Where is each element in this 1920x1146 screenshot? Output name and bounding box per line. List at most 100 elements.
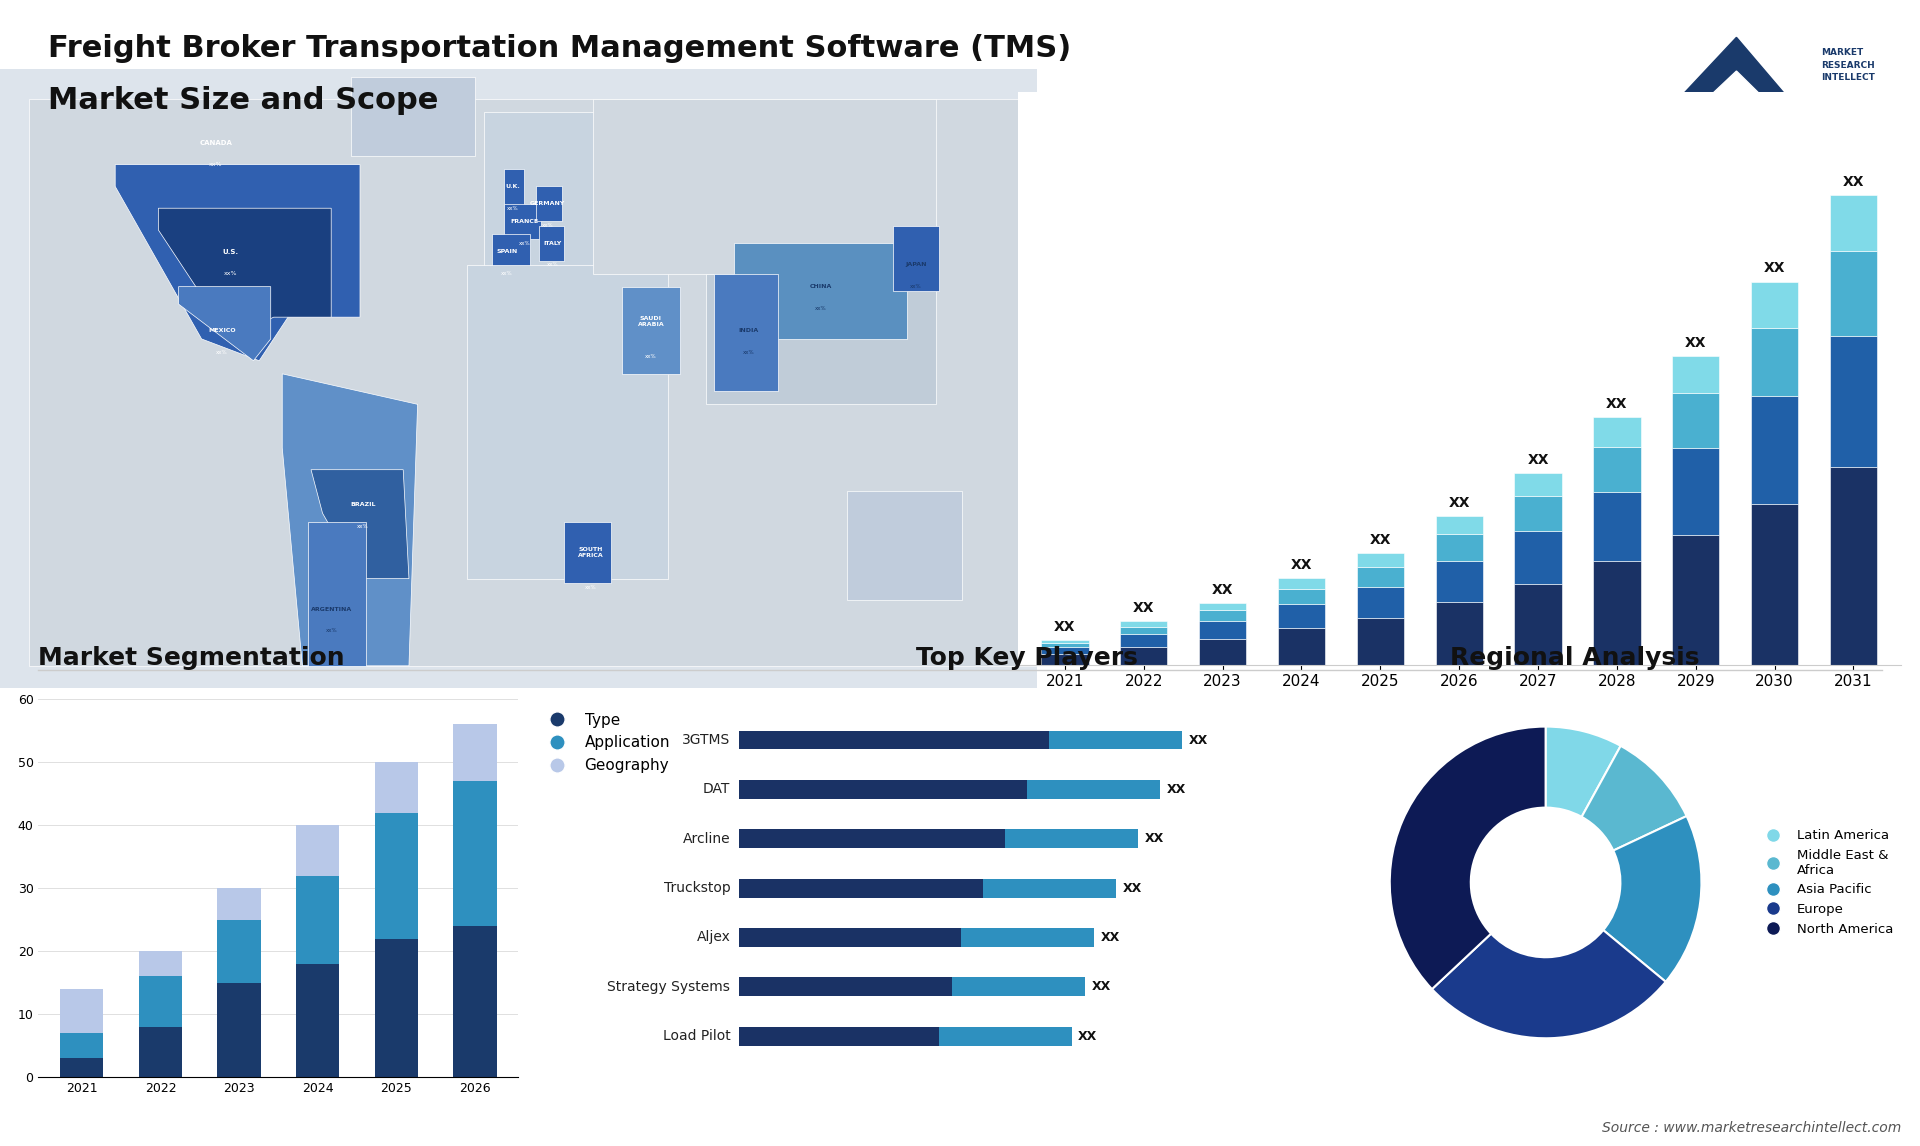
Bar [138,976,182,1027]
Bar [1041,654,1089,665]
Text: xx%: xx% [223,272,238,276]
Polygon shape [1653,38,1811,125]
Text: U.K.: U.K. [505,183,520,189]
Polygon shape [564,521,611,583]
Bar [939,1027,1071,1045]
Text: XX: XX [1091,980,1110,994]
Text: xx%: xx% [507,206,518,211]
Bar [739,731,1050,749]
Text: CHINA: CHINA [810,284,831,289]
Text: XX: XX [1843,175,1864,189]
Bar [960,928,1094,947]
Text: xx%: xx% [501,272,513,276]
Bar [1357,618,1404,665]
Bar [1830,251,1878,336]
Polygon shape [157,209,332,339]
Text: Market Segmentation: Market Segmentation [38,646,346,670]
Polygon shape [0,69,1037,688]
Bar [1751,504,1799,665]
Bar [1672,448,1720,535]
Bar [1279,579,1325,589]
Bar [374,762,419,813]
Bar [60,1034,104,1059]
Text: Top Key Players: Top Key Players [916,646,1139,670]
Bar [1119,635,1167,646]
Bar [1198,611,1246,621]
Polygon shape [847,492,962,601]
Bar [1041,639,1089,643]
Polygon shape [893,226,939,291]
Bar [1119,646,1167,665]
Text: Source : www.marketresearchintellect.com: Source : www.marketresearchintellect.com [1601,1121,1901,1135]
Bar [217,982,261,1077]
Text: XX: XX [1188,733,1208,747]
Wedge shape [1582,746,1686,850]
Bar [1672,535,1720,665]
Text: DAT: DAT [703,783,730,796]
Bar [1004,830,1139,848]
Bar [60,989,104,1034]
Bar [1672,355,1720,393]
Wedge shape [1603,816,1701,982]
Polygon shape [593,100,937,274]
Bar [1198,621,1246,638]
Wedge shape [1390,727,1546,989]
Polygon shape [735,243,908,339]
Bar [1357,587,1404,618]
Legend: Latin America, Middle East &
Africa, Asia Pacific, Europe, North America: Latin America, Middle East & Africa, Asi… [1755,824,1899,941]
Polygon shape [351,78,476,156]
Bar [296,825,340,876]
Text: Market Size and Scope: Market Size and Scope [48,86,438,115]
Bar [1515,584,1561,665]
Wedge shape [1432,931,1667,1038]
Bar [60,1059,104,1077]
Text: xx%: xx% [324,628,338,634]
Bar [739,830,1004,848]
Text: XX: XX [1167,783,1187,796]
Bar [1594,447,1640,492]
Text: FRANCE: FRANCE [511,219,538,223]
Text: Regional Analysis: Regional Analysis [1450,646,1699,670]
Text: xx%: xx% [541,223,553,228]
Bar [1198,638,1246,665]
Text: XX: XX [1133,602,1154,615]
Bar [1357,567,1404,587]
Text: Arcline: Arcline [684,832,730,846]
Text: 3GTMS: 3GTMS [682,733,730,747]
Text: xx%: xx% [743,350,755,354]
Polygon shape [484,112,639,274]
Text: ARGENTINA: ARGENTINA [311,606,351,612]
Bar [453,926,497,1077]
Bar [1119,621,1167,627]
Text: xx%: xx% [584,584,597,590]
Text: xx%: xx% [209,162,223,167]
Wedge shape [1546,727,1620,817]
Legend: Type, Application, Geography: Type, Application, Geography [536,707,676,779]
Bar [1515,496,1561,531]
Text: XX: XX [1526,453,1549,466]
Bar [217,919,261,982]
Text: XX: XX [1123,881,1142,895]
Text: Strategy Systems: Strategy Systems [607,980,730,994]
Text: ITALY: ITALY [543,241,563,245]
Text: xx%: xx% [814,306,828,311]
Bar [739,978,952,996]
Bar [1279,628,1325,665]
Text: CANADA: CANADA [200,140,232,146]
Bar [374,939,419,1077]
Bar [739,1027,939,1045]
Text: MEXICO: MEXICO [207,328,236,332]
Bar [1751,397,1799,504]
Text: XX: XX [1100,931,1119,944]
Polygon shape [493,235,530,269]
Polygon shape [282,374,419,666]
Bar [1436,560,1482,603]
Bar [739,879,983,897]
Bar [1041,643,1089,647]
Bar [453,782,497,926]
Text: INDIA: INDIA [739,328,758,332]
Text: Freight Broker Transportation Management Software (TMS): Freight Broker Transportation Management… [48,34,1071,63]
Polygon shape [179,286,271,361]
Bar [374,813,419,939]
Bar [1436,534,1482,560]
